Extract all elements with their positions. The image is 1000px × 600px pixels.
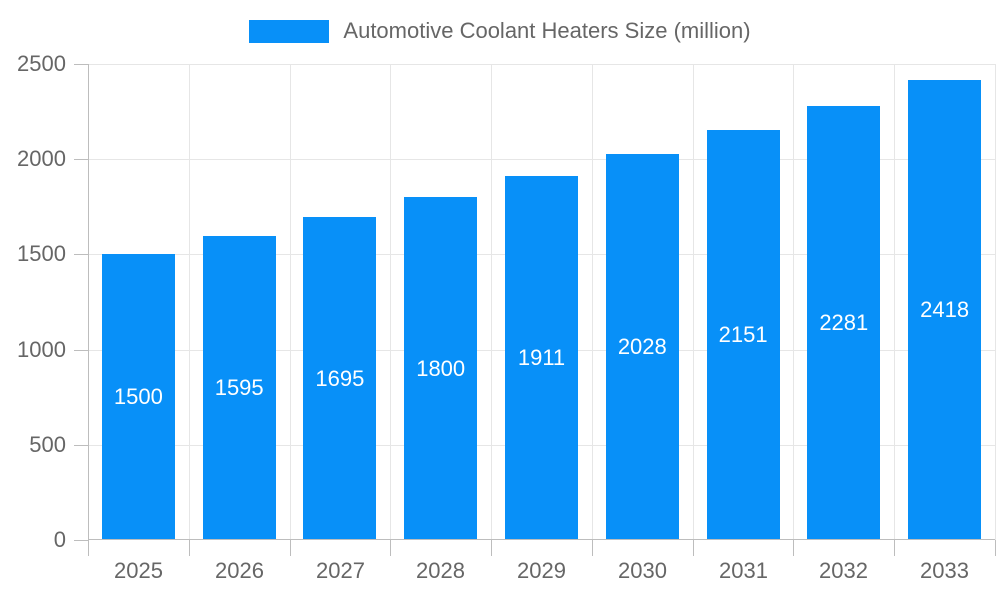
bar-value-label: 2151: [718, 322, 768, 348]
v-gridline: [189, 64, 190, 540]
bar[interactable]: 1695: [303, 217, 377, 540]
bar[interactable]: 1911: [505, 176, 578, 540]
y-axis-tick: [74, 540, 88, 541]
x-axis-tick: [189, 540, 190, 556]
x-axis-tick: [995, 540, 996, 556]
x-axis-tick: [693, 540, 694, 556]
v-gridline: [995, 64, 996, 540]
v-gridline: [390, 64, 391, 540]
x-axis-label: 2031: [719, 558, 768, 583]
legend-item[interactable]: Automotive Coolant Heaters Size (million…: [249, 18, 751, 44]
x-axis-label: 2028: [416, 558, 465, 583]
y-axis-label: 2500: [17, 51, 66, 76]
x-axis-line: [88, 539, 995, 540]
x-axis-tick: [793, 540, 794, 556]
x-axis-tick: [390, 540, 391, 556]
x-axis-label: 2026: [215, 558, 264, 583]
v-gridline: [290, 64, 291, 540]
v-gridline: [693, 64, 694, 540]
y-axis-label: 0: [53, 527, 66, 552]
v-gridline: [894, 64, 895, 540]
y-axis-label: 500: [29, 432, 66, 457]
y-axis-tick: [74, 254, 88, 255]
x-axis-label: 2029: [517, 558, 566, 583]
y-axis-tick: [74, 445, 88, 446]
bar[interactable]: 2028: [605, 153, 679, 540]
bar[interactable]: 1800: [404, 197, 478, 540]
bar[interactable]: 1595: [202, 236, 276, 540]
x-axis-tick: [88, 540, 89, 556]
x-axis-tick: [894, 540, 895, 556]
x-axis-label: 2027: [316, 558, 365, 583]
x-axis-tick: [491, 540, 492, 556]
y-axis-label: 2000: [17, 146, 66, 171]
y-axis-tick: [74, 350, 88, 351]
bar[interactable]: 2418: [908, 79, 982, 540]
x-axis-label: 2033: [920, 558, 969, 583]
bar-value-label: 1500: [113, 384, 163, 410]
bar[interactable]: 2151: [706, 130, 780, 540]
bar-value-label: 1595: [214, 375, 264, 401]
y-axis-tick: [74, 64, 88, 65]
v-gridline: [793, 64, 794, 540]
x-axis-label: 2030: [618, 558, 667, 583]
h-gridline: [88, 64, 995, 65]
bar-value-label: 1911: [517, 345, 566, 371]
bar-value-label: 2418: [920, 296, 970, 322]
x-axis-tick: [290, 540, 291, 556]
bar-value-label: 2028: [617, 333, 667, 359]
y-axis-label: 1000: [17, 337, 66, 362]
y-axis-label: 1500: [17, 241, 66, 266]
plot-area: 0 500 1000 1500 2000 2500 1500 1595 1695 1800 1911…: [17, 51, 996, 583]
y-axis-tick: [74, 159, 88, 160]
v-gridline: [491, 64, 492, 540]
bar-value-label: 2281: [819, 309, 869, 335]
v-gridline: [592, 64, 593, 540]
legend-swatch: [249, 19, 330, 43]
h-gridline: [88, 159, 995, 160]
y-axis-line: [88, 64, 89, 540]
bar-value-label: 1800: [416, 355, 466, 381]
x-axis-label: 2032: [819, 558, 868, 583]
legend: Automotive Coolant Heaters Size (million…: [0, 18, 1000, 44]
bar[interactable]: 1500: [101, 254, 175, 540]
bar-value-label: 1695: [315, 365, 365, 391]
x-axis-tick: [592, 540, 593, 556]
x-axis-label: 2025: [114, 558, 163, 583]
legend-label: Automotive Coolant Heaters Size (million…: [343, 18, 751, 43]
bar[interactable]: 2281: [807, 105, 881, 540]
